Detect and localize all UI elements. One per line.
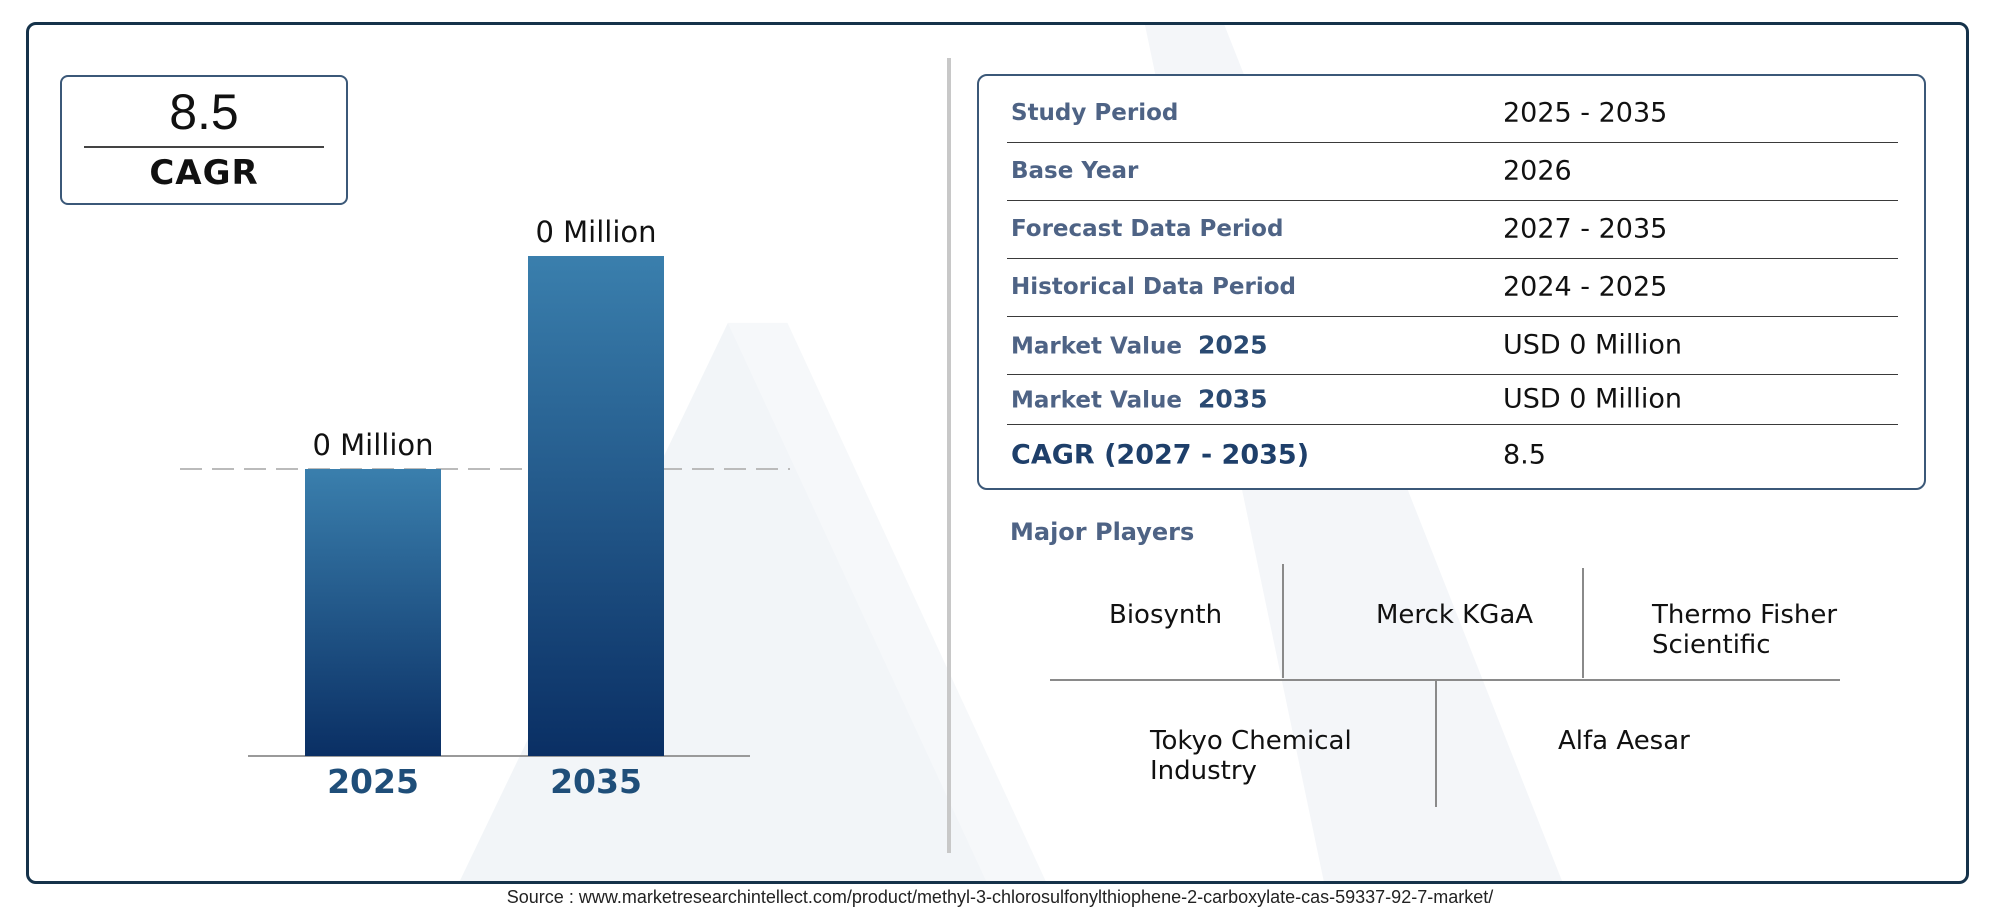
player-name: Thermo Fisher Scientific	[1652, 600, 1838, 660]
info-key-year: 2035	[1197, 384, 1268, 414]
bar-2035	[528, 256, 664, 756]
info-row-base-year: Base Year 2026	[1007, 142, 1898, 201]
info-row-market-value-2025: Market Value 2025 USD 0 Million	[1007, 316, 1898, 375]
bar-value-label: 0 Million	[312, 428, 433, 462]
player-name: Tokyo Chemical Industry	[1150, 726, 1352, 786]
info-key: Study Period	[1011, 100, 1179, 126]
info-key: Base Year	[1011, 158, 1139, 184]
info-value: USD 0 Million	[1503, 383, 1682, 415]
player-grid-line	[1282, 564, 1284, 678]
cagr-value: 8.5	[169, 84, 239, 140]
major-players-title: Major Players	[1010, 518, 1195, 546]
player-grid-line	[1582, 568, 1584, 678]
player-name: Biosynth	[1109, 600, 1223, 630]
info-key-label: Market Value	[1011, 333, 1182, 360]
info-value: 2024 - 2025	[1503, 271, 1668, 303]
bar-value-label: 0 Million	[535, 215, 656, 249]
info-row-historical-period: Historical Data Period 2024 - 2025	[1007, 258, 1898, 317]
cagr-summary-box: 8.5 CAGR	[60, 75, 348, 205]
info-key: CAGR (2027 - 2035)	[1011, 439, 1310, 471]
bar-2025	[305, 469, 441, 756]
info-value: 2026	[1503, 155, 1572, 187]
info-row-forecast-period: Forecast Data Period 2027 - 2035	[1007, 200, 1898, 259]
info-key: Forecast Data Period	[1011, 216, 1284, 242]
info-value: 8.5	[1503, 439, 1546, 471]
market-info-panel: Study Period 2025 - 2035 Base Year 2026 …	[977, 74, 1926, 490]
info-value: USD 0 Million	[1503, 329, 1682, 361]
market-value-bar-chart: 0 Million 2025 0 Million 2035	[180, 215, 790, 801]
x-tick-label: 2035	[550, 762, 642, 801]
info-row-study-period: Study Period 2025 - 2035	[1007, 84, 1898, 143]
info-key: Historical Data Period	[1011, 274, 1296, 300]
cagr-divider	[84, 146, 324, 148]
info-key: Market Value 2035	[1011, 385, 1268, 414]
info-key-label: Market Value	[1011, 387, 1182, 414]
info-key-year: 2025	[1197, 330, 1268, 360]
info-value: 2025 - 2035	[1503, 97, 1668, 129]
info-row-cagr: CAGR (2027 - 2035) 8.5	[1007, 424, 1898, 486]
cagr-label: CAGR	[149, 153, 259, 193]
info-value: 2027 - 2035	[1503, 213, 1668, 245]
player-name: Merck KGaA	[1376, 600, 1534, 630]
section-divider	[947, 58, 951, 853]
player-grid-line	[1050, 679, 1840, 681]
x-tick-label: 2025	[327, 762, 419, 801]
info-key: Market Value 2025	[1011, 331, 1268, 360]
source-citation: Source : www.marketresearchintellect.com…	[506, 887, 1494, 907]
player-grid-line	[1435, 681, 1437, 807]
player-name: Alfa Aesar	[1558, 726, 1690, 756]
info-row-market-value-2035: Market Value 2035 USD 0 Million	[1007, 374, 1898, 425]
